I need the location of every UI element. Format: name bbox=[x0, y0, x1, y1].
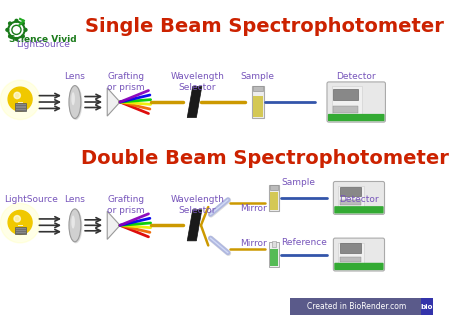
FancyBboxPatch shape bbox=[340, 187, 361, 196]
Polygon shape bbox=[187, 210, 202, 241]
FancyBboxPatch shape bbox=[15, 227, 26, 234]
Circle shape bbox=[14, 215, 20, 222]
Text: Grafting
or prism: Grafting or prism bbox=[107, 72, 145, 92]
Circle shape bbox=[24, 28, 27, 31]
FancyBboxPatch shape bbox=[331, 86, 362, 118]
Text: Reference: Reference bbox=[281, 238, 327, 247]
Text: Grafting
or prism: Grafting or prism bbox=[107, 195, 145, 215]
Text: Detector: Detector bbox=[337, 72, 376, 81]
FancyBboxPatch shape bbox=[334, 206, 383, 213]
Text: LightSource: LightSource bbox=[5, 195, 58, 204]
Text: Mirror: Mirror bbox=[240, 204, 267, 213]
Circle shape bbox=[15, 38, 18, 40]
Circle shape bbox=[21, 35, 24, 38]
Ellipse shape bbox=[69, 86, 81, 118]
FancyBboxPatch shape bbox=[338, 186, 364, 210]
Circle shape bbox=[8, 211, 32, 234]
Text: Mirror: Mirror bbox=[240, 239, 267, 248]
Text: Sample: Sample bbox=[241, 72, 274, 81]
Polygon shape bbox=[187, 86, 202, 118]
FancyBboxPatch shape bbox=[291, 298, 431, 315]
FancyBboxPatch shape bbox=[338, 243, 364, 266]
Text: Lens: Lens bbox=[64, 72, 85, 81]
Polygon shape bbox=[107, 88, 120, 116]
Text: bio: bio bbox=[420, 304, 433, 309]
FancyBboxPatch shape bbox=[340, 200, 361, 205]
Ellipse shape bbox=[71, 215, 75, 229]
FancyBboxPatch shape bbox=[269, 242, 279, 267]
Circle shape bbox=[0, 80, 40, 119]
FancyBboxPatch shape bbox=[333, 181, 384, 214]
Text: Created in BioRender.com: Created in BioRender.com bbox=[307, 302, 406, 311]
FancyBboxPatch shape bbox=[328, 114, 384, 121]
FancyBboxPatch shape bbox=[334, 263, 383, 270]
FancyBboxPatch shape bbox=[421, 298, 433, 315]
FancyBboxPatch shape bbox=[333, 88, 358, 100]
Circle shape bbox=[0, 204, 40, 243]
FancyBboxPatch shape bbox=[340, 257, 361, 262]
Circle shape bbox=[6, 28, 9, 31]
Circle shape bbox=[9, 35, 11, 38]
Text: Science Vivid: Science Vivid bbox=[9, 35, 77, 44]
FancyBboxPatch shape bbox=[252, 86, 264, 118]
Circle shape bbox=[15, 20, 18, 22]
Text: Double Beam Spectrophotometer: Double Beam Spectrophotometer bbox=[81, 149, 449, 167]
FancyBboxPatch shape bbox=[269, 185, 279, 211]
Ellipse shape bbox=[70, 86, 82, 119]
Text: Single Beam Spectrophotometer: Single Beam Spectrophotometer bbox=[85, 17, 444, 36]
Text: Wavelength
Selector: Wavelength Selector bbox=[170, 72, 224, 92]
FancyBboxPatch shape bbox=[15, 104, 26, 111]
FancyBboxPatch shape bbox=[270, 192, 278, 210]
FancyBboxPatch shape bbox=[253, 86, 263, 91]
FancyBboxPatch shape bbox=[327, 82, 385, 122]
FancyBboxPatch shape bbox=[270, 185, 278, 190]
Ellipse shape bbox=[70, 210, 82, 243]
Ellipse shape bbox=[71, 92, 75, 105]
Circle shape bbox=[14, 92, 20, 99]
FancyBboxPatch shape bbox=[340, 243, 361, 253]
FancyBboxPatch shape bbox=[272, 241, 276, 247]
Circle shape bbox=[9, 22, 11, 25]
FancyBboxPatch shape bbox=[270, 249, 278, 266]
Polygon shape bbox=[107, 211, 120, 239]
Text: Detector: Detector bbox=[339, 195, 379, 204]
Text: Sample: Sample bbox=[281, 178, 315, 187]
Ellipse shape bbox=[69, 209, 81, 242]
FancyBboxPatch shape bbox=[333, 106, 358, 113]
FancyBboxPatch shape bbox=[253, 96, 263, 117]
Text: Wavelength
Selector: Wavelength Selector bbox=[170, 195, 224, 215]
Text: LightSource: LightSource bbox=[17, 40, 70, 49]
Text: Lens: Lens bbox=[64, 195, 85, 204]
Circle shape bbox=[8, 87, 32, 111]
Circle shape bbox=[21, 22, 24, 25]
FancyBboxPatch shape bbox=[333, 238, 384, 271]
